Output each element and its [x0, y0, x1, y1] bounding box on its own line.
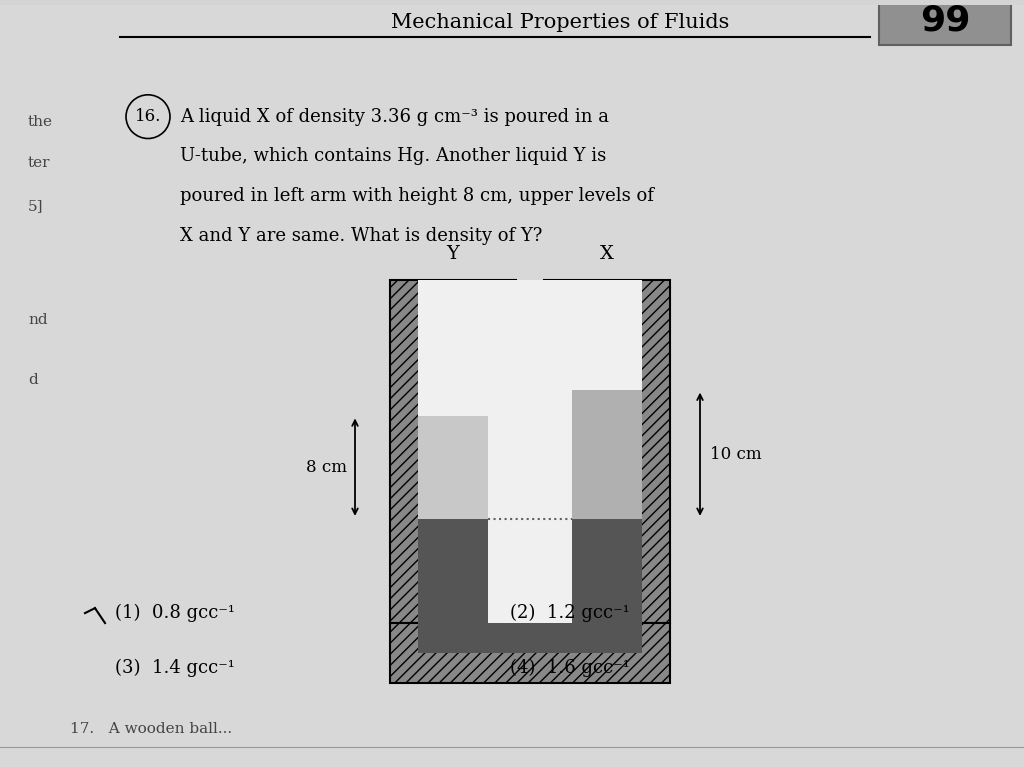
Text: ter: ter	[28, 156, 50, 170]
Text: poured in left arm with height 8 cm, upper levels of: poured in left arm with height 8 cm, upp…	[180, 187, 654, 205]
Bar	[572, 281, 642, 623]
Text: d: d	[28, 373, 38, 387]
Bar	[390, 281, 516, 623]
Bar	[390, 623, 670, 683]
Text: (4)  1.6 gcc⁻¹: (4) 1.6 gcc⁻¹	[510, 659, 630, 676]
FancyBboxPatch shape	[879, 0, 1011, 45]
Text: 17.   A wooden ball...: 17. A wooden ball...	[70, 723, 232, 736]
Bar	[544, 281, 670, 623]
Text: (3)  1.4 gcc⁻¹: (3) 1.4 gcc⁻¹	[115, 659, 234, 676]
Bar	[418, 623, 642, 653]
Text: Mechanical Properties of Fluids: Mechanical Properties of Fluids	[391, 13, 729, 31]
Text: 99: 99	[920, 3, 971, 38]
Text: U-tube, which contains Hg. Another liquid Y is: U-tube, which contains Hg. Another liqui…	[180, 147, 606, 166]
Bar	[418, 416, 488, 518]
Text: A liquid X of density 3.36 g cm⁻³ is poured in a: A liquid X of density 3.36 g cm⁻³ is pou…	[180, 107, 609, 126]
Text: 8 cm: 8 cm	[306, 459, 347, 476]
Text: (1)  0.8 gcc⁻¹: (1) 0.8 gcc⁻¹	[115, 604, 234, 622]
Text: X: X	[600, 245, 614, 262]
Bar	[418, 281, 488, 623]
Bar	[488, 281, 572, 623]
Text: 10 cm: 10 cm	[710, 446, 762, 463]
Text: Y: Y	[446, 245, 460, 262]
Text: 16.: 16.	[135, 108, 161, 125]
Bar	[418, 518, 488, 623]
Text: 5]: 5]	[28, 199, 43, 213]
Text: X and Y are same. What is density of Y?: X and Y are same. What is density of Y?	[180, 227, 543, 245]
Text: (2)  1.2 gcc⁻¹: (2) 1.2 gcc⁻¹	[510, 604, 630, 622]
Bar	[572, 518, 642, 623]
Bar	[418, 623, 642, 653]
Text: the: the	[28, 114, 53, 129]
Bar	[572, 390, 642, 518]
Text: nd: nd	[28, 313, 48, 328]
